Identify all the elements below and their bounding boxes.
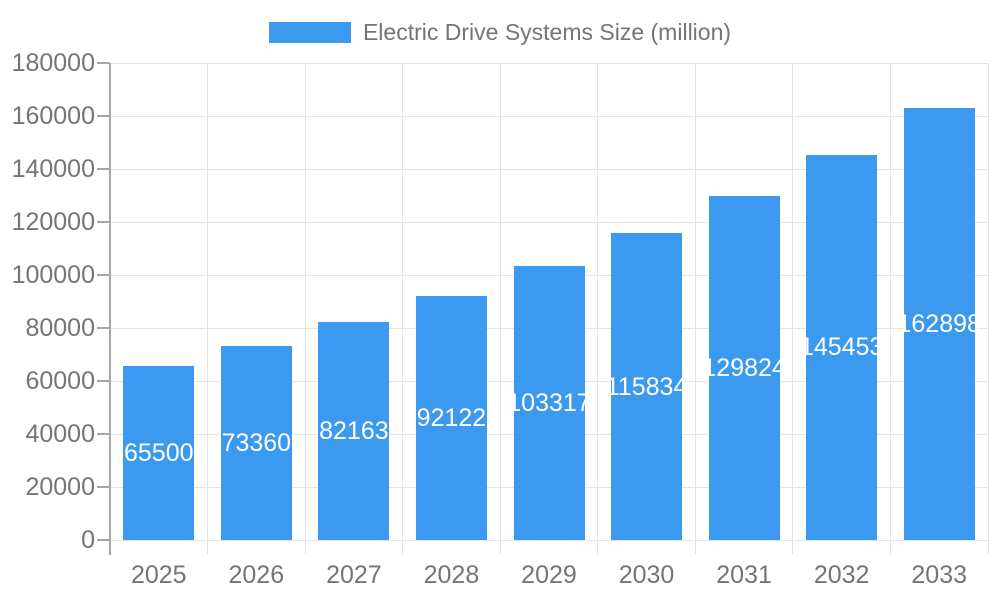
grid-line-vertical xyxy=(304,63,306,540)
x-axis-tick-label: 2029 xyxy=(521,561,577,589)
y-axis-tick xyxy=(97,327,110,329)
y-axis-tick-label: 120000 xyxy=(11,208,95,236)
x-axis-tick-label: 2028 xyxy=(423,561,480,589)
grid-line-horizontal xyxy=(110,115,988,117)
x-axis-tick xyxy=(792,540,794,554)
grid-line-vertical xyxy=(889,63,891,540)
grid-line-vertical xyxy=(402,63,404,540)
x-axis-tick xyxy=(402,540,404,554)
y-axis-tick-label: 60000 xyxy=(25,367,95,395)
y-axis-tick-label: 180000 xyxy=(11,49,95,77)
y-axis-tick-label: 40000 xyxy=(25,420,95,448)
y-axis-tick xyxy=(97,221,110,223)
grid-line-horizontal xyxy=(110,168,988,170)
bar[interactable] xyxy=(806,154,878,540)
grid-line-vertical xyxy=(597,63,599,540)
x-axis-tick-label: 2027 xyxy=(326,561,382,589)
y-axis-tick xyxy=(97,274,110,276)
bar[interactable] xyxy=(611,233,683,540)
y-axis-tick-label: 0 xyxy=(81,526,95,554)
x-axis-tick xyxy=(889,540,891,554)
y-axis-tick xyxy=(97,539,110,541)
grid-line-horizontal xyxy=(110,62,988,64)
bar[interactable] xyxy=(513,266,585,540)
bar-value-label: 145453 xyxy=(799,333,884,362)
bar[interactable] xyxy=(123,366,195,540)
x-axis-tick xyxy=(597,540,599,554)
y-axis-tick xyxy=(97,62,110,64)
x-axis-tick-label: 2026 xyxy=(228,561,285,589)
grid-line-vertical xyxy=(207,63,209,540)
y-axis-tick xyxy=(97,380,110,382)
x-axis-tick xyxy=(207,540,209,554)
x-axis-tick-label: 2031 xyxy=(716,561,772,589)
chart-legend[interactable]: Electric Drive Systems Size (million) xyxy=(0,19,1000,45)
y-axis-tick-label: 160000 xyxy=(11,102,95,130)
grid-line-vertical xyxy=(987,63,989,540)
legend-color-swatch xyxy=(268,21,351,43)
bar[interactable] xyxy=(415,295,487,540)
bar-value-label: 65500 xyxy=(124,439,194,468)
y-axis-tick-label: 20000 xyxy=(25,473,95,501)
grid-line-vertical xyxy=(792,63,794,540)
grid-line-vertical xyxy=(694,63,696,540)
y-axis-tick xyxy=(97,433,110,435)
x-axis-tick xyxy=(499,540,501,554)
bar-value-label: 115834 xyxy=(605,372,688,401)
x-axis-tick-label: 2025 xyxy=(130,561,187,589)
grid-line-horizontal xyxy=(110,539,988,541)
bar-value-label: 103317 xyxy=(507,389,591,418)
bar-value-label: 82163 xyxy=(319,417,389,446)
y-axis-tick-label: 80000 xyxy=(25,314,95,342)
x-axis-tick xyxy=(987,540,989,554)
grid-line-horizontal xyxy=(110,221,988,223)
y-axis-line xyxy=(109,63,111,555)
x-axis-tick-label: 2033 xyxy=(911,561,968,589)
y-axis-tick-label: 140000 xyxy=(11,155,95,183)
x-axis-tick xyxy=(304,540,306,554)
y-axis-tick-label: 100000 xyxy=(11,261,95,289)
bar[interactable] xyxy=(708,195,780,540)
bar[interactable] xyxy=(318,322,390,540)
bar-value-label: 162898 xyxy=(897,310,981,339)
bar-value-label: 129824 xyxy=(702,353,786,382)
grid-line-vertical xyxy=(499,63,501,540)
bar[interactable] xyxy=(220,345,292,540)
y-axis-tick xyxy=(97,168,110,170)
bar-value-label: 73360 xyxy=(221,428,292,457)
y-axis-tick xyxy=(97,115,110,117)
y-axis-tick xyxy=(97,486,110,488)
x-axis-tick xyxy=(694,540,696,554)
x-axis-tick-label: 2030 xyxy=(618,561,675,589)
bar[interactable] xyxy=(903,108,975,540)
bar-value-label: 92122 xyxy=(416,403,487,432)
legend-label: Electric Drive Systems Size (million) xyxy=(362,19,732,45)
x-axis-tick-label: 2032 xyxy=(813,561,870,589)
